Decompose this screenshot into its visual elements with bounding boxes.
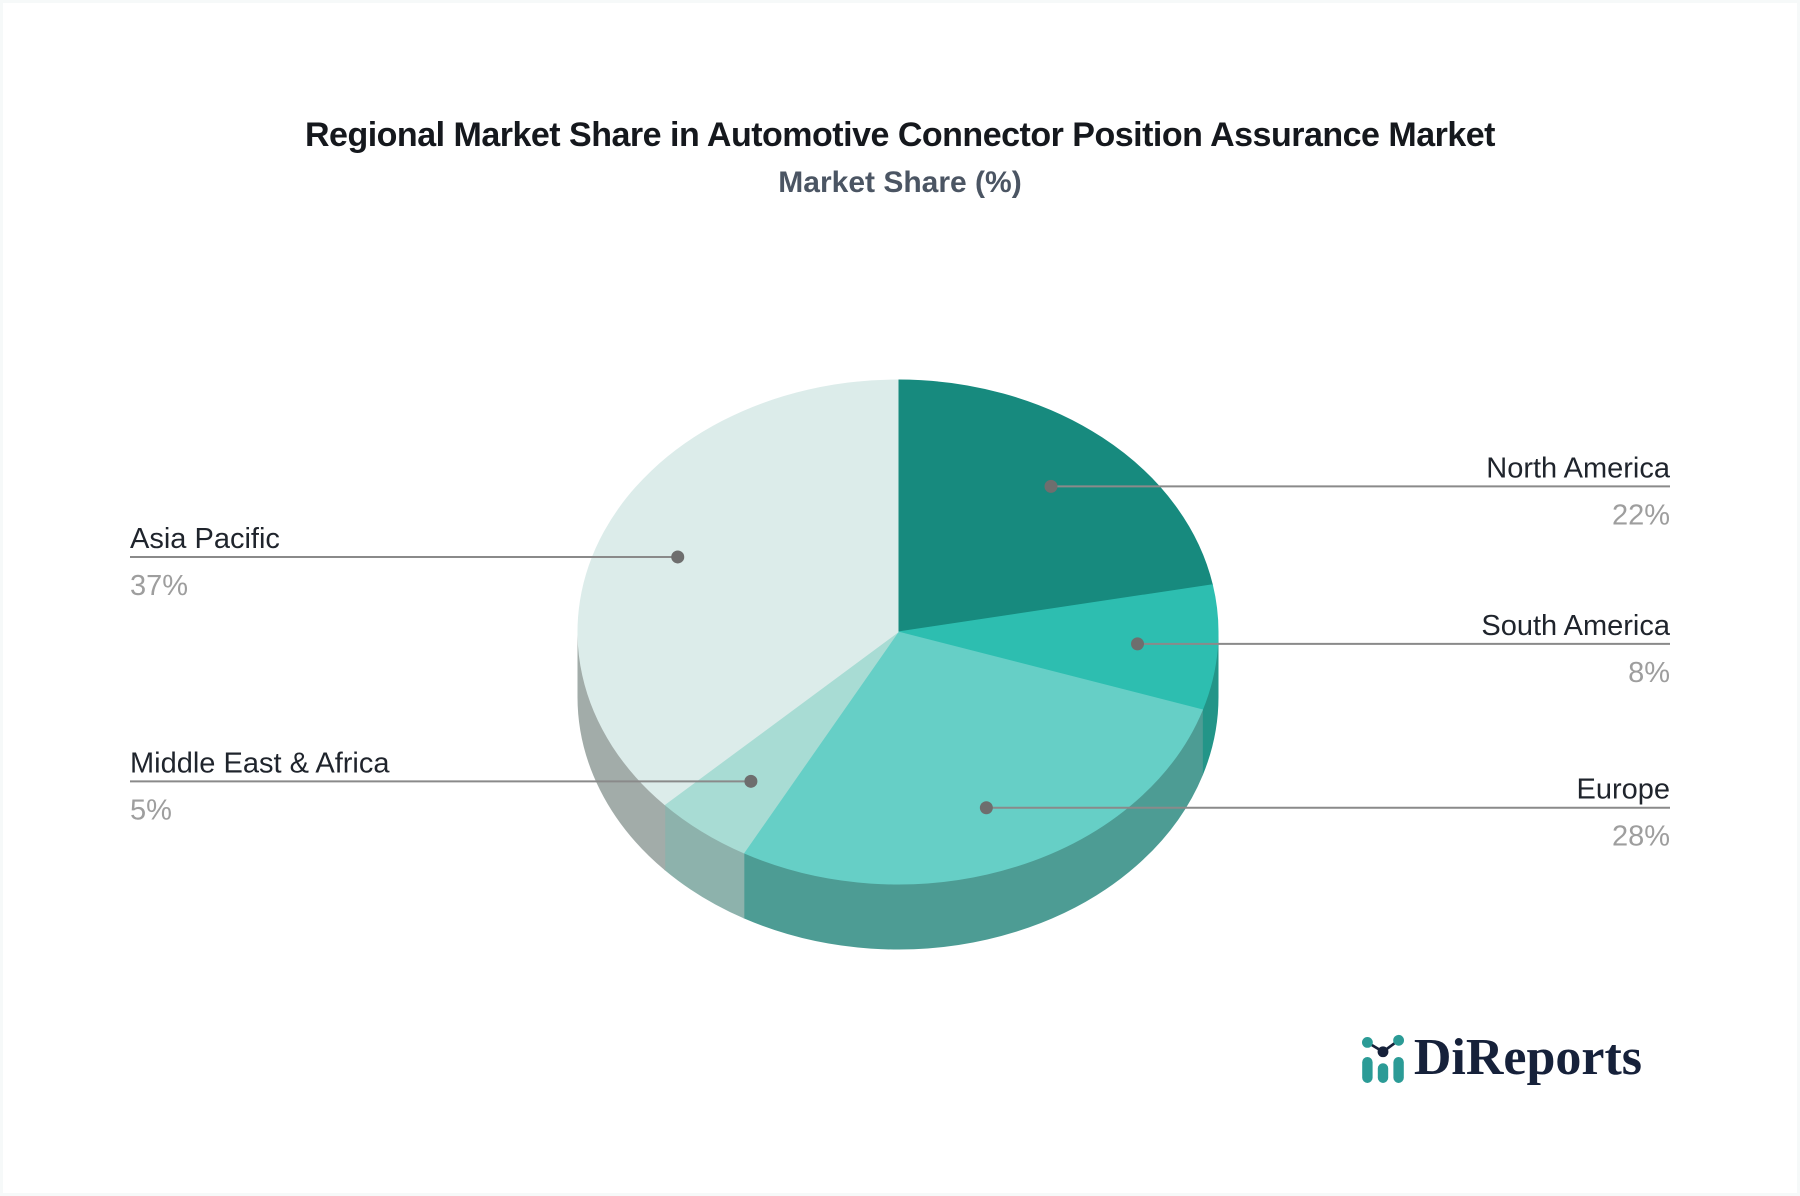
leader-dot — [671, 550, 685, 564]
slice-percent: 22% — [1612, 499, 1670, 531]
slice-label: South America — [1481, 610, 1670, 642]
slice-label: North America — [1486, 452, 1671, 484]
chart-title: Regional Market Share in Automotive Conn… — [304, 116, 1496, 154]
pie-slice-europe[interactable] — [743, 631, 1204, 885]
slice-label: Asia Pacific — [130, 523, 280, 555]
direports-logo-text: DiReports — [1413, 1029, 1642, 1086]
leader-dot — [744, 774, 758, 788]
logo-bar-middle — [1377, 1063, 1389, 1083]
logo-bar-left — [1362, 1056, 1373, 1083]
logo-bar-right — [1393, 1056, 1404, 1083]
logo-dot-left — [1361, 1036, 1373, 1048]
pie-slice-south-america[interactable] — [897, 584, 1219, 711]
pie-slice-asia-pacific[interactable] — [577, 379, 899, 806]
logo-dot-middle — [1377, 1046, 1389, 1058]
leader-dot — [1044, 479, 1058, 493]
leader-dot — [1131, 637, 1145, 651]
logo-dot-right — [1393, 1034, 1404, 1046]
direports-logo: DiReports — [1358, 1032, 1642, 1084]
slice-percent: 28% — [1612, 821, 1670, 853]
slice-percent: 37% — [130, 570, 188, 602]
chart-subtitle: Market Share (%) — [778, 166, 1022, 199]
slice-percent: 8% — [1628, 657, 1670, 689]
direports-logo-icon — [1361, 1034, 1404, 1083]
slice-label: Middle East & Africa — [130, 747, 390, 779]
pie-slice-north-america[interactable] — [897, 379, 1213, 633]
slice-percent: 5% — [130, 794, 172, 826]
slice-label: Europe — [1576, 774, 1670, 806]
leader-dot — [979, 801, 993, 815]
